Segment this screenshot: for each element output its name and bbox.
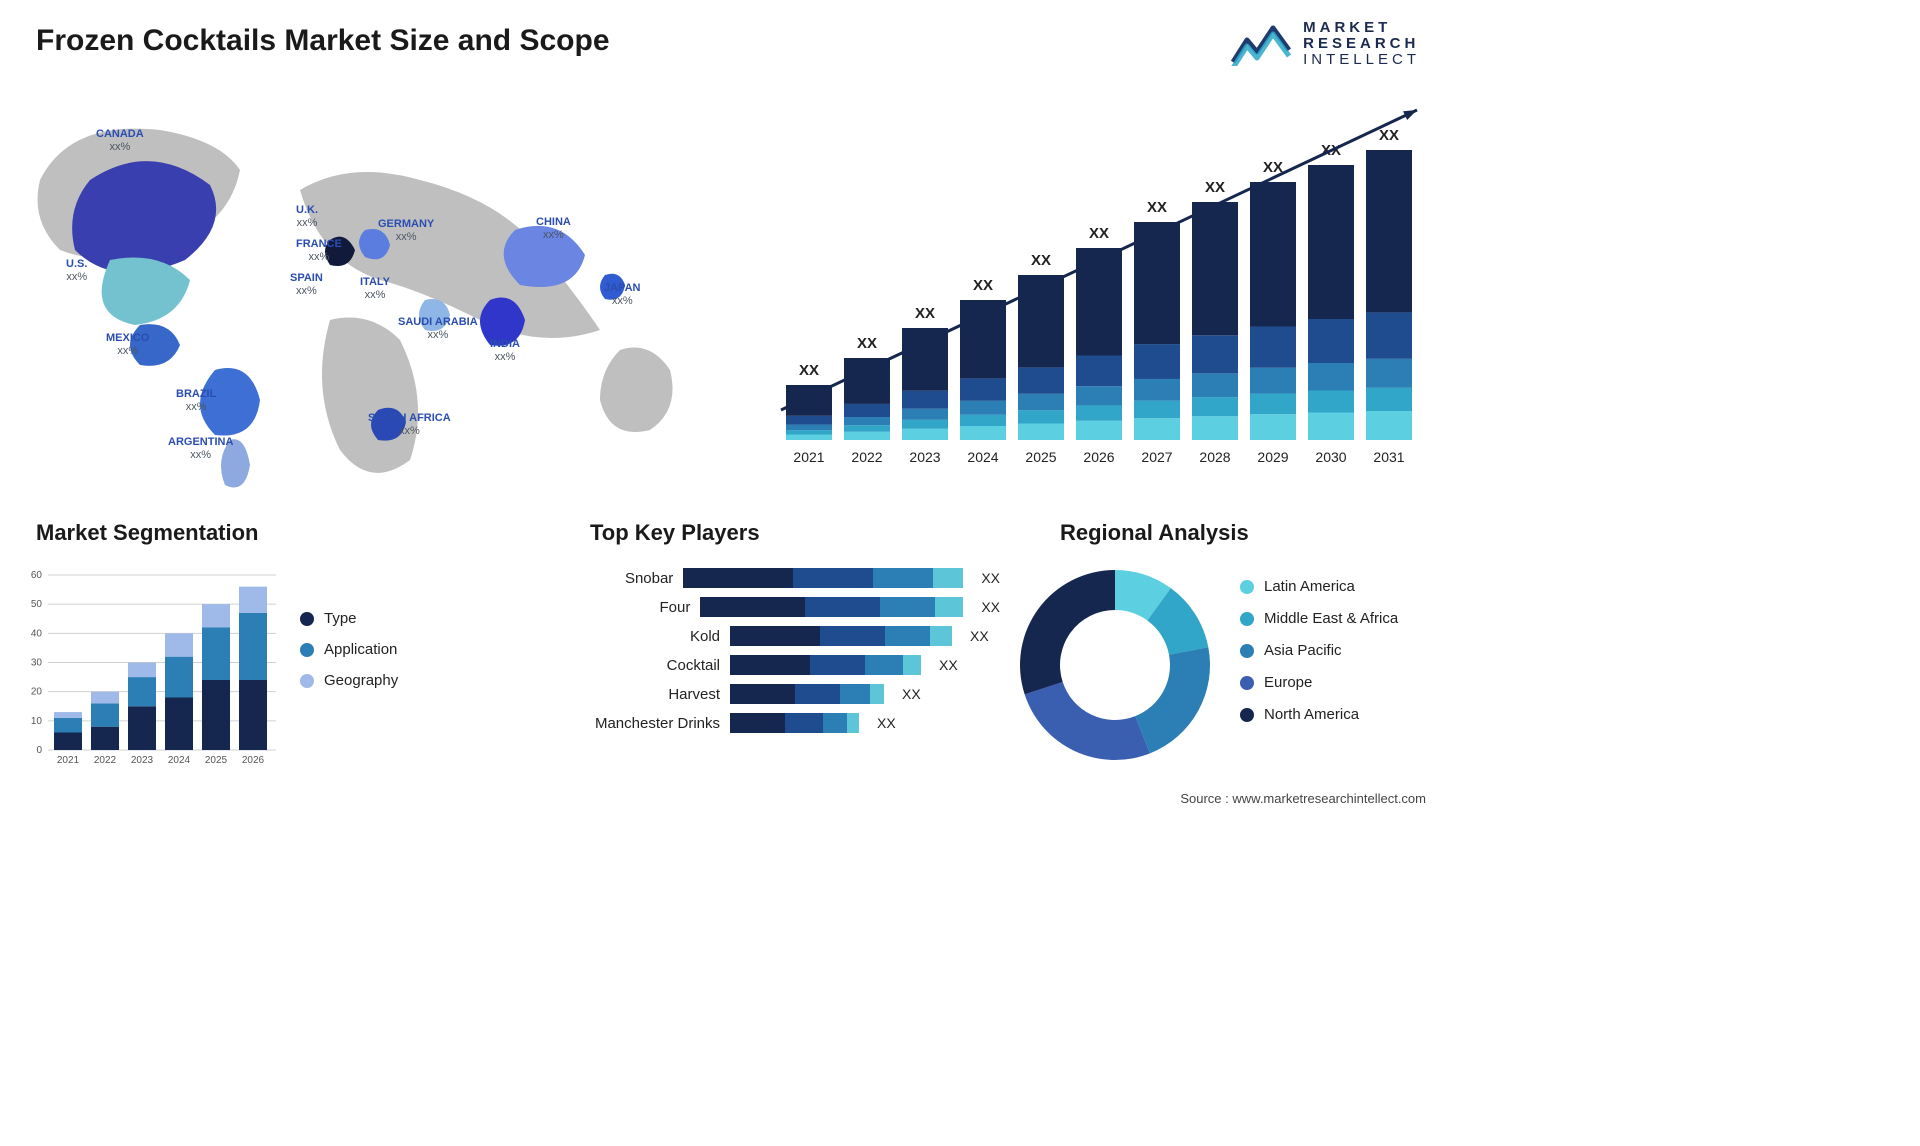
seg-legend-item: Geography xyxy=(300,672,398,689)
growth-chart: XX 2021 XX 2022 XX 2023 XX 2024 XX 2025 XX 2026 XX 20… xyxy=(766,100,1426,470)
player-value: XX xyxy=(981,570,1000,586)
map-label-argentina: ARGENTINAxx% xyxy=(168,436,233,461)
player-row: Kold XX xyxy=(560,626,1000,646)
world-map: CANADAxx% U.S.xx% MEXICOxx% BRAZILxx% ARGENT… xyxy=(20,100,720,500)
player-name: Harvest xyxy=(560,686,720,703)
svg-text:2026: 2026 xyxy=(242,755,265,766)
logo-line2: RESEARCH xyxy=(1303,36,1420,52)
regional-legend-item: Europe xyxy=(1240,674,1398,691)
svg-text:10: 10 xyxy=(31,716,43,727)
svg-text:2025: 2025 xyxy=(1025,449,1056,465)
logo-line3: INTELLECT xyxy=(1303,52,1420,68)
regional-chart: Latin America Middle East & Africa Asia Pa… xyxy=(1010,560,1430,800)
svg-text:XX: XX xyxy=(1031,252,1051,269)
map-label-italy: ITALYxx% xyxy=(360,276,390,301)
map-label-germany: GERMANYxx% xyxy=(378,218,434,243)
player-name: Cocktail xyxy=(560,657,720,674)
svg-text:2027: 2027 xyxy=(1141,449,1172,465)
player-value: XX xyxy=(970,628,989,644)
svg-text:0: 0 xyxy=(36,745,42,756)
map-label-u-k-: U.K.xx% xyxy=(296,204,318,229)
player-bar xyxy=(730,684,884,704)
player-bar xyxy=(730,655,921,675)
map-label-saudi-arabia: SAUDI ARABIAxx% xyxy=(398,316,478,341)
player-bar xyxy=(700,597,963,617)
player-row: Manchester Drinks XX xyxy=(560,713,1000,733)
svg-text:XX: XX xyxy=(1379,127,1399,144)
logo-line1: MARKET xyxy=(1303,20,1420,36)
svg-text:2021: 2021 xyxy=(793,449,824,465)
player-bar xyxy=(730,626,952,646)
svg-text:30: 30 xyxy=(31,658,43,669)
map-label-brazil: BRAZILxx% xyxy=(176,388,216,413)
regional-legend-item: North America xyxy=(1240,706,1398,723)
segmentation-title: Market Segmentation xyxy=(36,520,259,546)
svg-text:XX: XX xyxy=(1147,199,1167,216)
player-value: XX xyxy=(902,686,921,702)
svg-text:2030: 2030 xyxy=(1315,449,1346,465)
map-label-canada: CANADAxx% xyxy=(96,128,144,153)
logo-mark-icon xyxy=(1231,22,1291,66)
player-value: XX xyxy=(939,657,958,673)
svg-text:2023: 2023 xyxy=(131,755,154,766)
seg-legend-item: Type xyxy=(300,610,398,627)
player-row: Snobar XX xyxy=(560,568,1000,588)
regional-legend-item: Middle East & Africa xyxy=(1240,610,1398,627)
svg-text:XX: XX xyxy=(915,305,935,322)
svg-text:XX: XX xyxy=(1089,225,1109,242)
regional-title: Regional Analysis xyxy=(1060,520,1249,546)
player-row: Four XX xyxy=(560,597,1000,617)
svg-text:XX: XX xyxy=(857,335,877,352)
player-row: Cocktail XX xyxy=(560,655,1000,675)
regional-legend-item: Asia Pacific xyxy=(1240,642,1398,659)
player-name: Manchester Drinks xyxy=(560,715,720,732)
player-bar xyxy=(683,568,963,588)
seg-legend-item: Application xyxy=(300,641,398,658)
regional-legend-item: Latin America xyxy=(1240,578,1398,595)
map-label-france: FRANCExx% xyxy=(296,238,342,263)
player-name: Snobar xyxy=(560,570,673,587)
svg-text:2022: 2022 xyxy=(94,755,117,766)
map-label-u-s-: U.S.xx% xyxy=(66,258,87,283)
player-value: XX xyxy=(877,715,896,731)
player-bar xyxy=(730,713,859,733)
svg-text:2025: 2025 xyxy=(205,755,228,766)
svg-text:2022: 2022 xyxy=(851,449,882,465)
svg-text:20: 20 xyxy=(31,687,43,698)
regional-legend: Latin America Middle East & Africa Asia Pa… xyxy=(1240,578,1398,723)
logo-text: MARKET RESEARCH INTELLECT xyxy=(1303,20,1420,67)
players-title: Top Key Players xyxy=(590,520,760,546)
svg-text:2021: 2021 xyxy=(57,755,80,766)
svg-text:XX: XX xyxy=(1205,179,1225,196)
players-chart: SnobarXXFourXXKoldXXCocktailXXHarvestXXM… xyxy=(560,560,1000,800)
map-label-india: INDIAxx% xyxy=(490,338,520,363)
map-label-spain: SPAINxx% xyxy=(290,272,323,297)
map-label-china: CHINAxx% xyxy=(536,216,571,241)
svg-text:2023: 2023 xyxy=(909,449,940,465)
source-text: Source : www.marketresearchintellect.com xyxy=(1180,791,1426,806)
svg-text:2031: 2031 xyxy=(1373,449,1404,465)
map-label-japan: JAPANxx% xyxy=(604,282,640,307)
segmentation-chart: 0 10 20 30 40 50 60 2021 2022 2023 2024 2025 2026 Ty… xyxy=(20,560,550,800)
svg-text:2024: 2024 xyxy=(168,755,191,766)
svg-text:50: 50 xyxy=(31,599,43,610)
svg-text:60: 60 xyxy=(31,570,43,581)
svg-text:XX: XX xyxy=(799,362,819,379)
player-row: Harvest XX xyxy=(560,684,1000,704)
brand-logo: MARKET RESEARCH INTELLECT xyxy=(1231,20,1420,67)
svg-text:2029: 2029 xyxy=(1257,449,1288,465)
player-value: XX xyxy=(981,599,1000,615)
player-name: Kold xyxy=(560,628,720,645)
map-label-mexico: MEXICOxx% xyxy=(106,332,149,357)
segmentation-legend: Type Application Geography xyxy=(300,610,398,689)
svg-text:2028: 2028 xyxy=(1199,449,1230,465)
svg-text:2024: 2024 xyxy=(967,449,998,465)
map-label-south-africa: SOUTH AFRICAxx% xyxy=(368,412,451,437)
player-name: Four xyxy=(560,599,690,616)
svg-text:XX: XX xyxy=(973,277,993,294)
svg-text:40: 40 xyxy=(31,628,43,639)
svg-text:2026: 2026 xyxy=(1083,449,1114,465)
page-title: Frozen Cocktails Market Size and Scope xyxy=(36,24,610,58)
